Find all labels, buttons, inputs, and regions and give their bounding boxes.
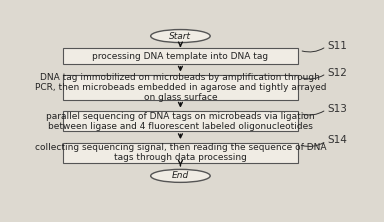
Text: S12: S12 <box>328 68 348 78</box>
Text: parallel sequencing of DNA tags on microbeads via ligation
between ligase and 4 : parallel sequencing of DNA tags on micro… <box>46 112 315 131</box>
Text: S13: S13 <box>328 104 348 114</box>
Ellipse shape <box>151 169 210 182</box>
Text: S14: S14 <box>328 135 348 145</box>
Text: collecting sequencing signal, then reading the sequence of DNA
tags through data: collecting sequencing signal, then readi… <box>35 143 326 163</box>
Bar <box>63 143 298 163</box>
Ellipse shape <box>151 30 210 43</box>
Text: processing DNA template into DNA tag: processing DNA template into DNA tag <box>93 52 268 61</box>
Bar <box>63 111 298 131</box>
Text: End: End <box>172 171 189 180</box>
Text: S11: S11 <box>328 41 348 51</box>
Bar <box>63 75 298 100</box>
Bar <box>63 48 298 64</box>
Text: Start: Start <box>169 32 192 41</box>
Text: DNA tag immobilized on microbeads by amplification through
PCR, then microbeads : DNA tag immobilized on microbeads by amp… <box>35 73 326 103</box>
